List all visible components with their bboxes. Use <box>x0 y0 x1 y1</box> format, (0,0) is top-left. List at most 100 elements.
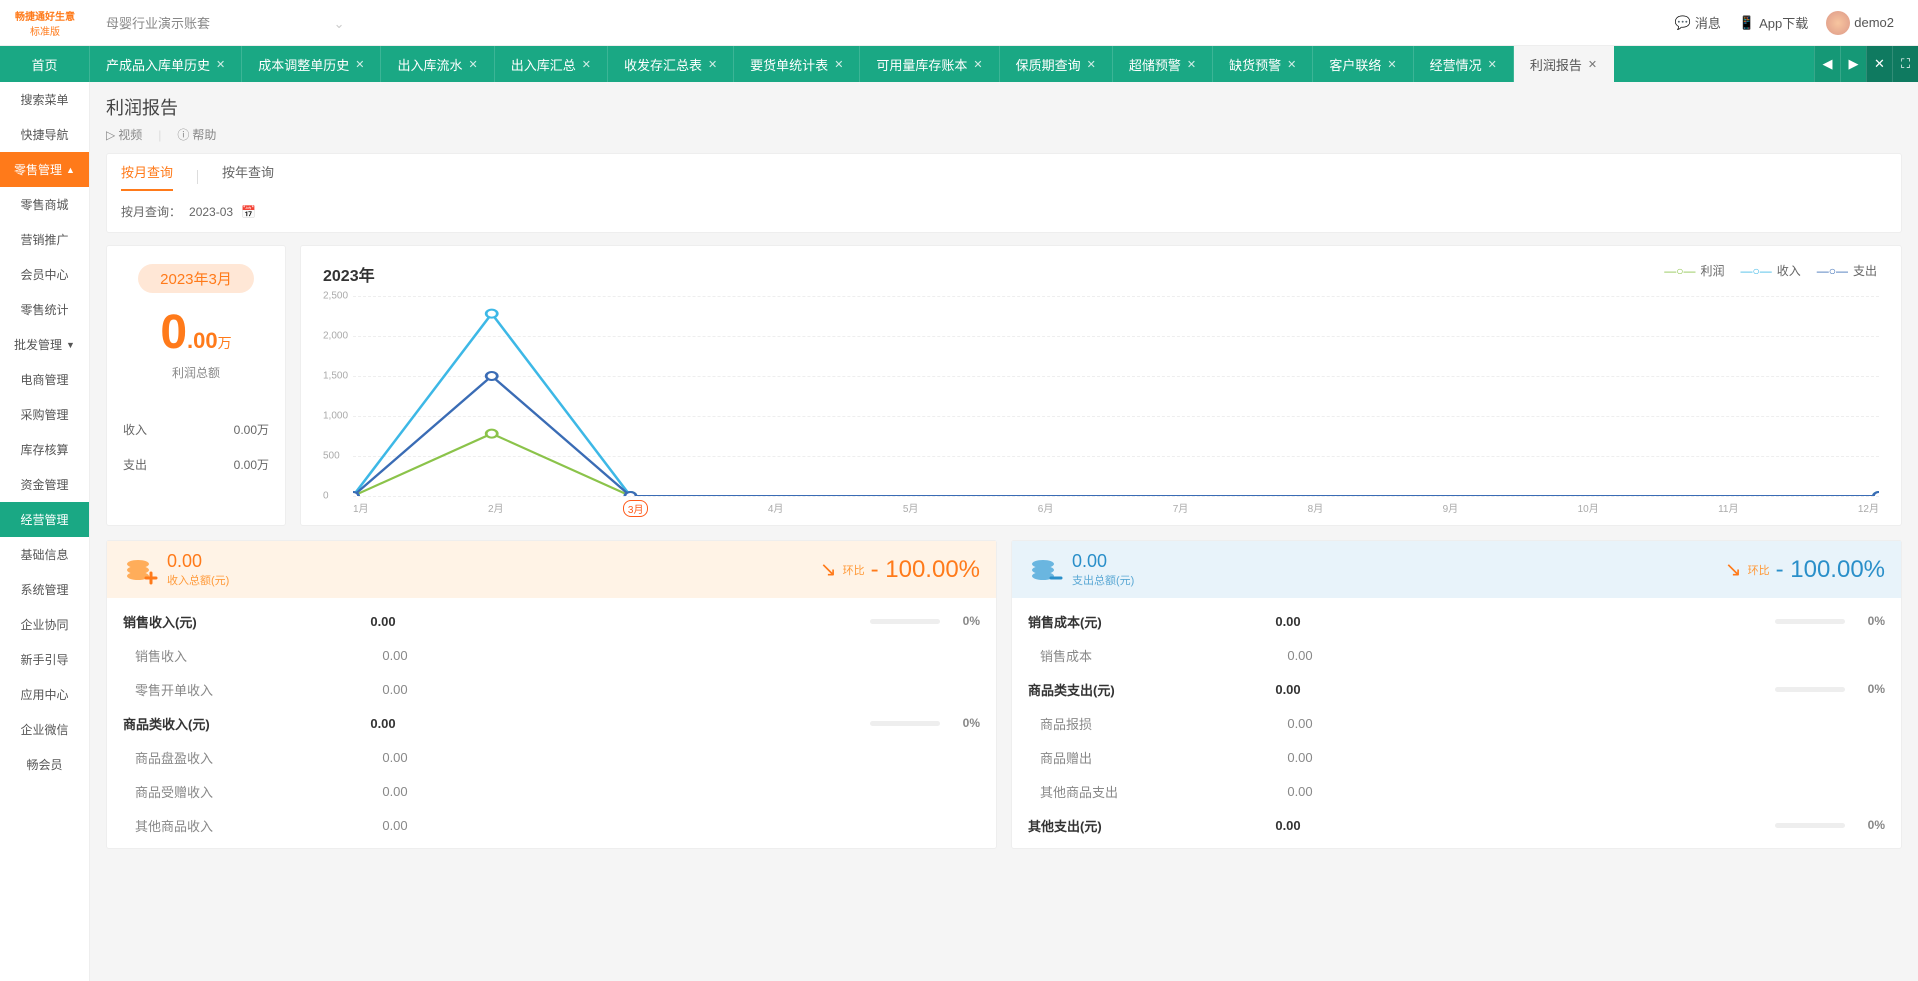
sidebar-item-库存核算[interactable]: 库存核算 <box>0 432 89 467</box>
tab-要货单统计表[interactable]: 要货单统计表✕ <box>734 46 860 82</box>
sidebar-item-电商管理[interactable]: 电商管理 <box>0 362 89 397</box>
close-icon[interactable]: ✕ <box>1287 58 1296 71</box>
legend-利润[interactable]: —○— 利润 <box>1664 262 1724 279</box>
scroll-left-icon[interactable]: ◀ <box>1814 46 1840 82</box>
sidebar-item-企业微信[interactable]: 企业微信 <box>0 712 89 747</box>
sidebar-item-新手引导[interactable]: 新手引导 <box>0 642 89 677</box>
fullscreen-icon[interactable]: ⛶ <box>1892 46 1918 82</box>
sidebar-item-企业协同[interactable]: 企业协同 <box>0 607 89 642</box>
close-icon[interactable]: ✕ <box>468 58 477 71</box>
month-2月[interactable]: 2月 <box>488 500 504 517</box>
sidebar-item-资金管理[interactable]: 资金管理 <box>0 467 89 502</box>
sidebar-item-快捷导航[interactable]: 快捷导航 <box>0 117 89 152</box>
scroll-right-icon[interactable]: ▶ <box>1840 46 1866 82</box>
user-menu[interactable]: demo2 <box>1826 11 1894 35</box>
close-icon[interactable]: ✕ <box>1087 58 1096 71</box>
query-panel: 按月查询 按年查询 按月查询： 2023-03 📅 <box>106 153 1902 233</box>
sidebar-item-会员中心[interactable]: 会员中心 <box>0 257 89 292</box>
tab-收发存汇总表[interactable]: 收发存汇总表✕ <box>608 46 734 82</box>
income-change-pct: - 100.00% <box>871 556 980 584</box>
tab-保质期查询[interactable]: 保质期查询✕ <box>1000 46 1113 82</box>
sidebar-item-零售统计[interactable]: 零售统计 <box>0 292 89 327</box>
close-icon[interactable]: ✕ <box>708 58 717 71</box>
tab-成本调整单历史[interactable]: 成本调整单历史✕ <box>242 46 381 82</box>
month-11月[interactable]: 11月 <box>1718 500 1738 517</box>
tab-可用量库存账本[interactable]: 可用量库存账本✕ <box>860 46 999 82</box>
tab-出入库汇总[interactable]: 出入库汇总✕ <box>495 46 608 82</box>
legend-收入[interactable]: —○— 收入 <box>1740 262 1800 279</box>
trend-down-icon: ↘ <box>1725 557 1742 582</box>
close-icon[interactable]: ✕ <box>1387 58 1396 71</box>
close-icon[interactable]: ✕ <box>1488 58 1497 71</box>
sidebar-item-应用中心[interactable]: 应用中心 <box>0 677 89 712</box>
close-all-icon[interactable]: ✕ <box>1866 46 1892 82</box>
help-link[interactable]: ⓘ帮助 <box>177 126 216 143</box>
tab-客户联络[interactable]: 客户联络✕ <box>1313 46 1413 82</box>
trend-down-icon: ↘ <box>820 557 837 582</box>
account-selector[interactable]: 母婴行业演示账套 ⌄ <box>106 13 1675 32</box>
sidebar-item-零售商城[interactable]: 零售商城 <box>0 187 89 222</box>
sidebar-item-批发管理[interactable]: 批发管理▼ <box>0 327 89 362</box>
sidebar-item-搜索菜单[interactable]: 搜索菜单 <box>0 82 89 117</box>
month-7月[interactable]: 7月 <box>1173 500 1189 517</box>
message-icon: 💬 <box>1675 15 1691 31</box>
month-9月[interactable]: 9月 <box>1443 500 1459 517</box>
close-icon[interactable]: ✕ <box>973 58 982 71</box>
calendar-icon[interactable]: 📅 <box>241 205 256 219</box>
close-icon[interactable]: ✕ <box>355 58 364 71</box>
hb-label: 环比 <box>843 562 865 578</box>
avatar <box>1826 11 1850 35</box>
query-value[interactable]: 2023-03 <box>189 205 233 219</box>
close-icon[interactable]: ✕ <box>582 58 591 71</box>
expense-total-label: 支出总额(元) <box>1072 572 1134 588</box>
month-6月[interactable]: 6月 <box>1038 500 1054 517</box>
month-5月[interactable]: 5月 <box>903 500 919 517</box>
month-4月[interactable]: 4月 <box>768 500 784 517</box>
chart-title: 2023年 <box>323 262 1879 286</box>
tab-超储预警[interactable]: 超储预警✕ <box>1113 46 1213 82</box>
month-12月[interactable]: 12月 <box>1858 500 1879 517</box>
close-icon[interactable]: ✕ <box>1187 58 1196 71</box>
income-label: 收入 <box>123 421 147 438</box>
chart-area: 2,5002,0001,5001,0005000 <box>353 296 1879 496</box>
month-8月[interactable]: 8月 <box>1308 500 1324 517</box>
table-row: 销售成本(元)0.000% <box>1028 604 1885 638</box>
month-1月[interactable]: 1月 <box>353 500 369 517</box>
edition-badge: 标准版 <box>30 23 60 38</box>
table-row: 商品报损0.00 <box>1028 706 1885 740</box>
logo: 畅捷通好生意 标准版 <box>0 0 90 46</box>
income-panel-header: 0.00 收入总额(元) ↘ 环比 - 100.00% <box>107 541 996 598</box>
tab-经营情况[interactable]: 经营情况✕ <box>1414 46 1514 82</box>
profit-total-label: 利润总额 <box>123 364 269 381</box>
month-10月[interactable]: 10月 <box>1578 500 1599 517</box>
close-icon[interactable]: ✕ <box>1588 58 1597 71</box>
close-icon[interactable]: ✕ <box>834 58 843 71</box>
tab-by-year[interactable]: 按年查询 <box>222 162 274 191</box>
sidebar-item-零售管理[interactable]: 零售管理▲ <box>0 152 89 187</box>
help-icon: ⓘ <box>177 126 189 143</box>
tab-产成品入库单历史[interactable]: 产成品入库单历史✕ <box>90 46 242 82</box>
tab-缺货预警[interactable]: 缺货预警✕ <box>1213 46 1313 82</box>
sidebar-item-营销推广[interactable]: 营销推广 <box>0 222 89 257</box>
app-download-link[interactable]: 📱App下载 <box>1739 13 1808 32</box>
income-value: 0.00万 <box>234 421 269 438</box>
money-minus-icon <box>1028 552 1064 588</box>
tab-bar: 首页产成品入库单历史✕成本调整单历史✕出入库流水✕出入库汇总✕收发存汇总表✕要货… <box>0 46 1918 82</box>
messages-link[interactable]: 💬消息 <box>1675 13 1721 32</box>
sidebar-item-基础信息[interactable]: 基础信息 <box>0 537 89 572</box>
sidebar-item-采购管理[interactable]: 采购管理 <box>0 397 89 432</box>
tab-利润报告[interactable]: 利润报告✕ <box>1514 46 1614 82</box>
sidebar-item-系统管理[interactable]: 系统管理 <box>0 572 89 607</box>
expense-total-value: 0.00 <box>1072 551 1134 572</box>
sidebar-item-畅会员[interactable]: 畅会员 <box>0 747 89 782</box>
video-link[interactable]: ▷视频 <box>106 126 142 143</box>
close-icon[interactable]: ✕ <box>216 58 225 71</box>
tab-by-month[interactable]: 按月查询 <box>121 162 173 191</box>
tab-出入库流水[interactable]: 出入库流水✕ <box>381 46 494 82</box>
chevron-down-icon: ⌄ <box>334 16 345 31</box>
month-3月[interactable]: 3月 <box>623 500 649 517</box>
table-row: 其他商品收入0.00 <box>123 808 980 842</box>
sidebar-item-经营管理[interactable]: 经营管理 <box>0 502 89 537</box>
legend-支出[interactable]: —○— 支出 <box>1817 262 1877 279</box>
tab-首页[interactable]: 首页 <box>0 46 90 82</box>
